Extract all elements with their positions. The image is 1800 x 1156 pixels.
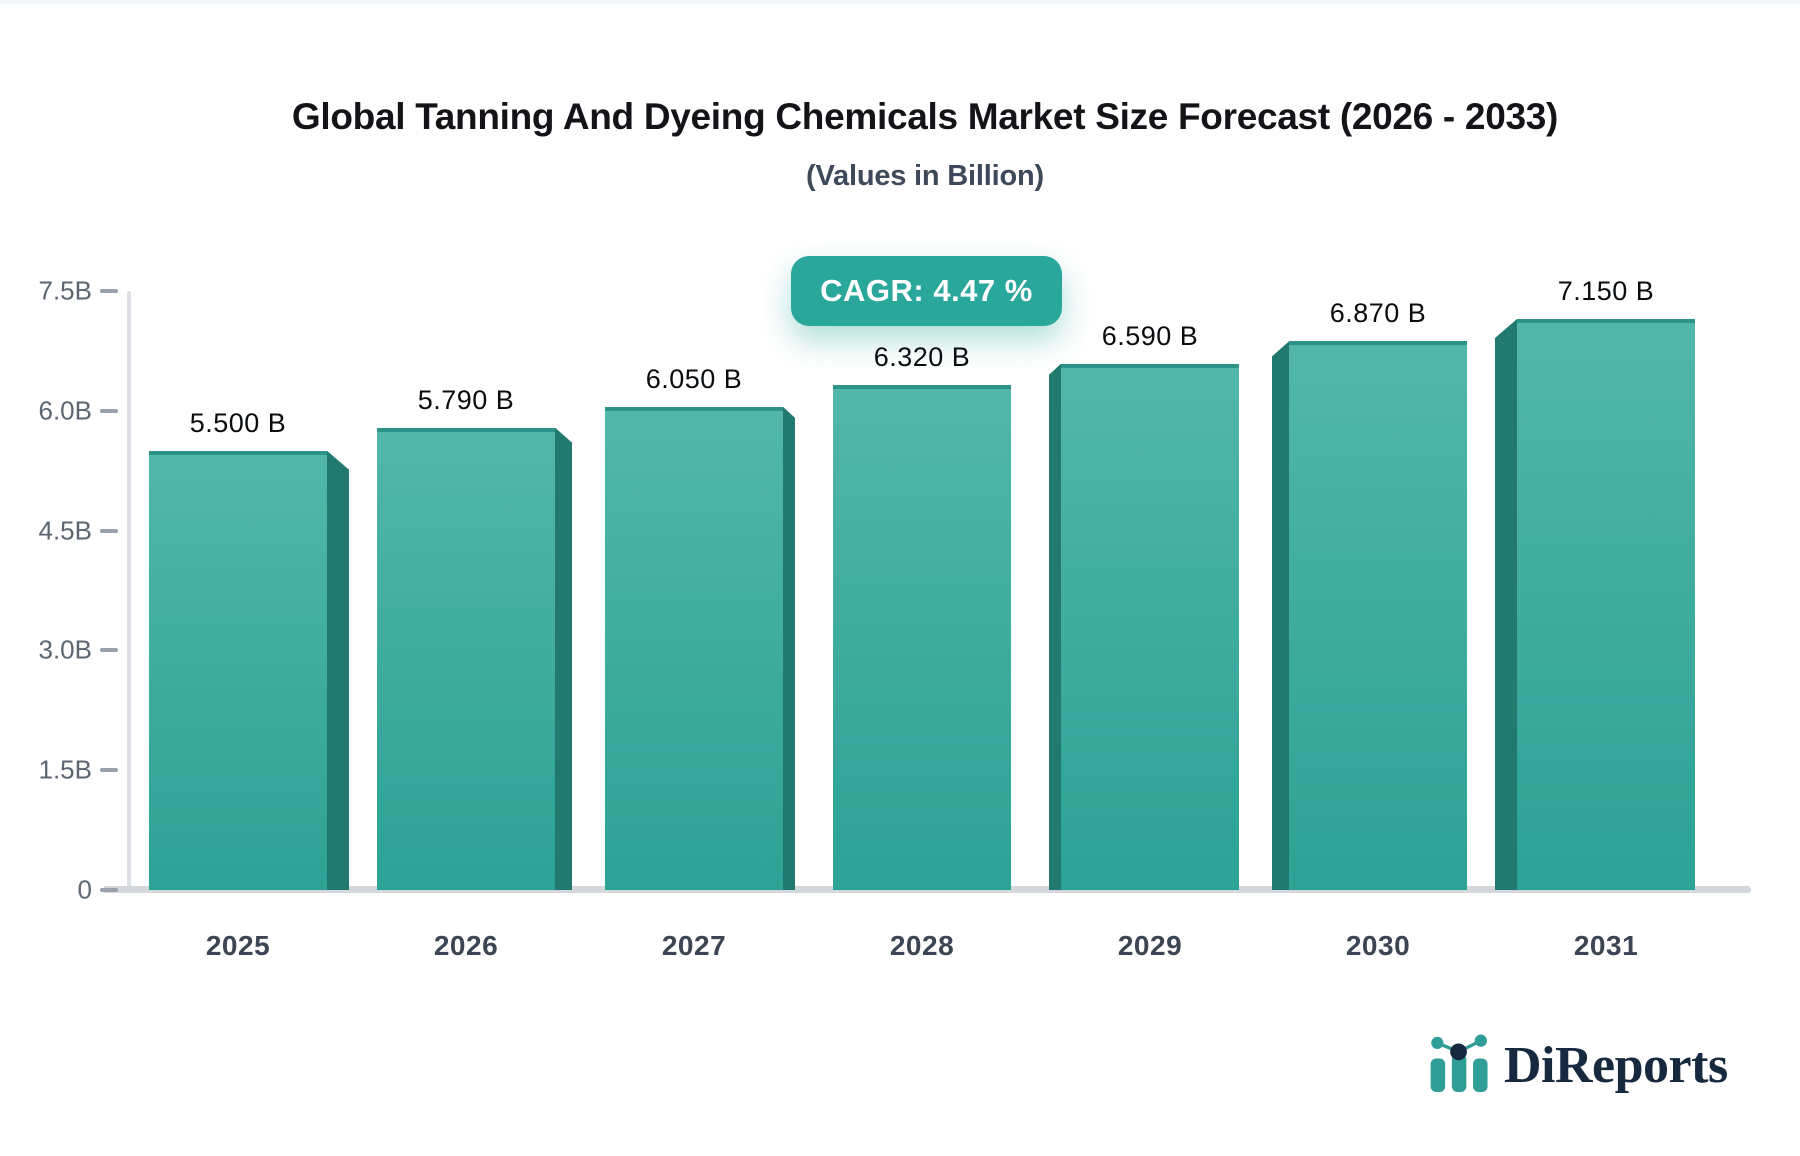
x-axis-label: 2030 (1345, 930, 1411, 961)
bar-group (833, 385, 1011, 890)
y-axis-label: 4.5B (38, 515, 93, 546)
bar-side-face (1272, 341, 1289, 890)
y-axis-tick (100, 768, 118, 773)
cagr-badge-label: CAGR: 4.47 % (820, 273, 1033, 308)
bar-face (377, 427, 555, 890)
bar-group (377, 427, 572, 890)
y-axis-tick (100, 289, 118, 293)
bar-group (1272, 341, 1467, 890)
mini-bar-chart-logo-icon (1430, 1034, 1488, 1092)
y-axis-label: 3.0B (38, 634, 93, 665)
bar-value-label: 7.150 B (1557, 275, 1655, 306)
y-axis-label: 6.0B (38, 395, 93, 426)
bar-value-label: 5.500 B (189, 407, 287, 438)
bar-face (1517, 318, 1695, 890)
bar-face (833, 385, 1011, 890)
y-axis-tick (100, 888, 118, 892)
x-axis-label: 2031 (1573, 930, 1639, 961)
chart-header: Global Tanning And Dyeing Chemicals Mark… (50, 96, 1800, 193)
bar-side-face (327, 450, 349, 890)
bar-group (1495, 318, 1695, 890)
y-axis-label: 7.5B (38, 275, 93, 306)
brand-logo: DiReports (1428, 1034, 1728, 1092)
bar-side-face (555, 427, 572, 890)
y-axis-tick (100, 528, 118, 533)
bar-side-face (1049, 363, 1061, 890)
bar-group (1049, 363, 1239, 890)
bar-value-label: 6.050 B (645, 363, 743, 394)
y-axis-line (127, 291, 131, 890)
x-axis-label: 2027 (661, 930, 727, 961)
bar-group (149, 450, 349, 890)
y-axis-label: 1.5B (38, 754, 93, 785)
y-axis-tick (100, 648, 118, 653)
chart-subtitle: (Values in Billion) (806, 160, 1044, 192)
bar-value-label: 6.590 B (1101, 320, 1199, 351)
x-axis-label: 2029 (1117, 930, 1183, 961)
x-axis-label: 2026 (433, 930, 499, 961)
bar-face (1289, 341, 1467, 890)
chart-title: Global Tanning And Dyeing Chemicals Mark… (291, 96, 1559, 137)
bar-face (605, 406, 783, 890)
brand-name: DiReports (1504, 1037, 1728, 1094)
x-axis-label: 2028 (889, 930, 955, 961)
bar-face (1061, 363, 1239, 890)
bar-group (605, 406, 795, 890)
bar-value-label: 5.790 B (417, 384, 515, 415)
bar-side-face (1495, 318, 1517, 890)
bar-value-label: 6.320 B (873, 342, 971, 373)
y-axis-label: 0 (77, 874, 92, 905)
plot-area: 5.500 B 5.790 B 6.050 B 6.320 B 6.590 B 6.870… (130, 276, 1745, 890)
cagr-badge: CAGR: 4.47 % (791, 256, 1062, 326)
y-axis-tick (100, 408, 118, 413)
x-axis-label: 2025 (205, 930, 271, 961)
bar-side-face (783, 406, 795, 890)
bar-value-label: 6.870 B (1329, 298, 1427, 329)
bar-face (149, 450, 327, 890)
